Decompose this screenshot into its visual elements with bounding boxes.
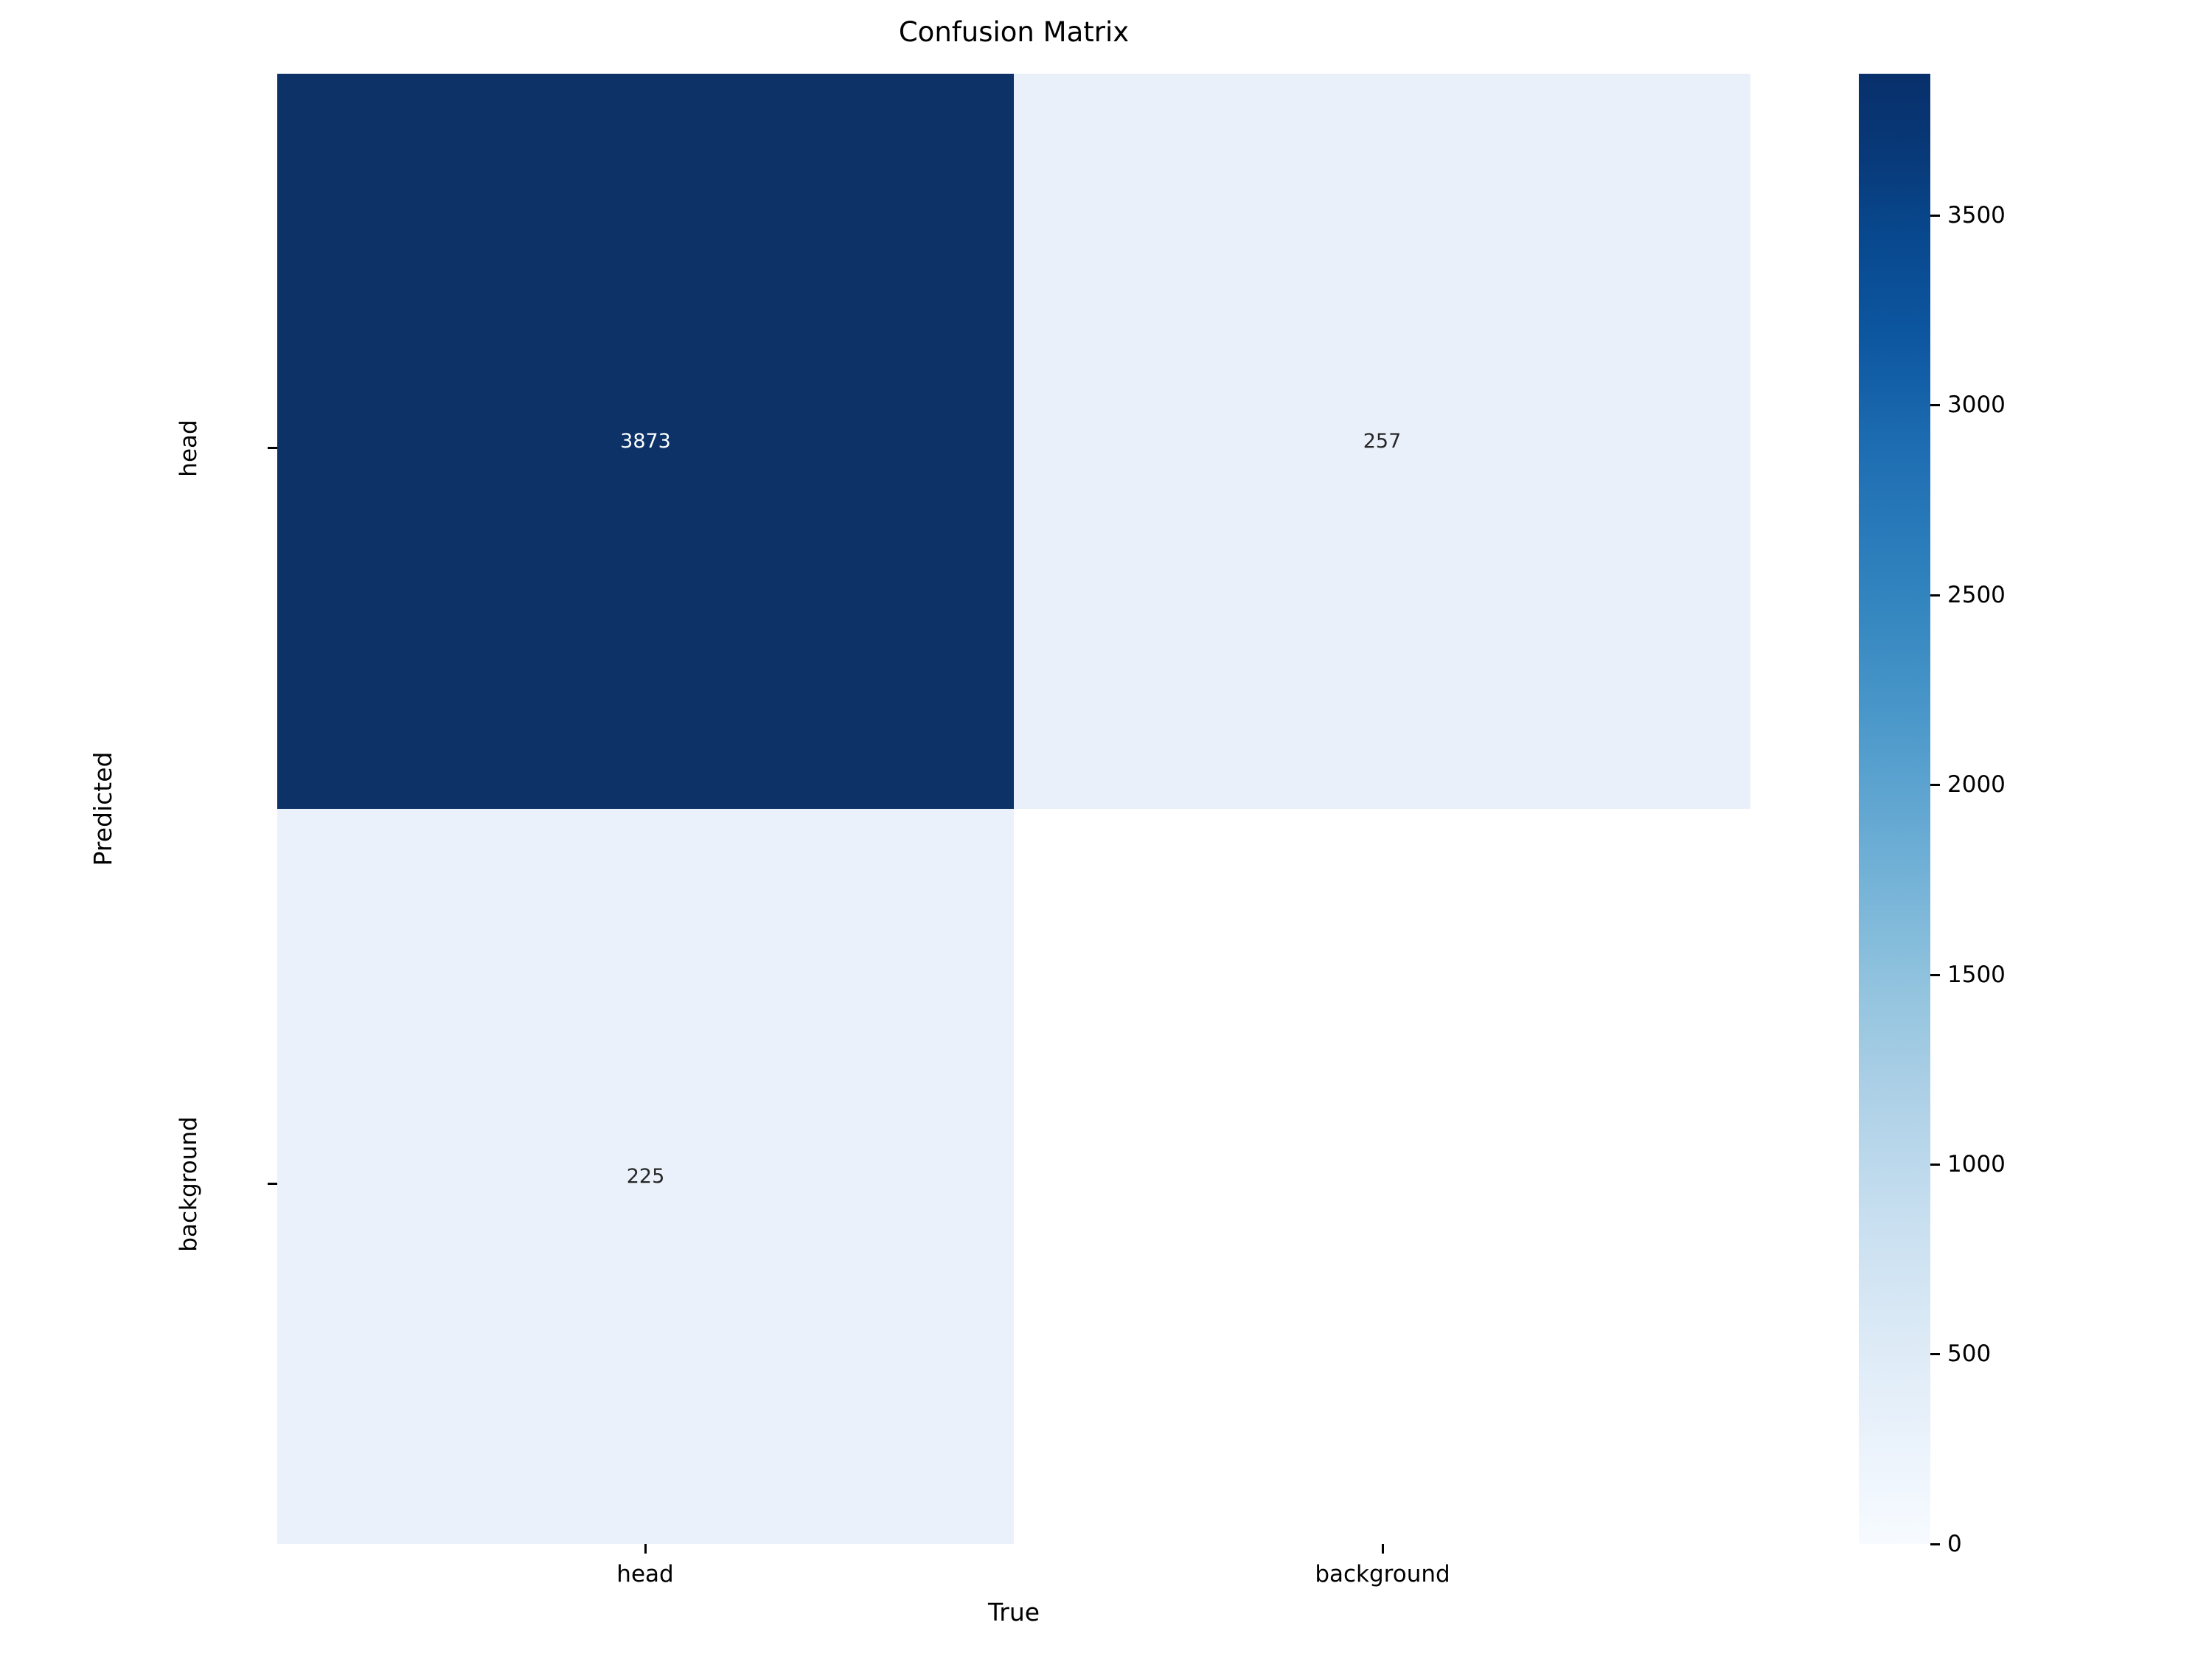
colorbar-tick-mark-500 [1930,1353,1940,1355]
colorbar-tick-mark-0 [1930,1543,1940,1545]
y-tick-label-background: background [175,1116,202,1252]
colorbar-tick-label-0: 0 [1947,1531,1962,1557]
heatmap-cell-background-head[interactable]: 225 [277,809,1014,1544]
x-axis-label: True [987,1598,1040,1627]
colorbar-tick-label-2500: 2500 [1947,582,2006,608]
heatmap-cell-value: 225 [626,1164,665,1188]
colorbar-tick-label-3000: 3000 [1947,392,2006,418]
x-tick-mark-background [1382,1544,1384,1554]
colorbar-tick-mark-3000 [1930,404,1940,406]
heatmap-cell-head-head[interactable]: 3873 [277,74,1014,809]
heatmap-cell-value: 3873 [620,429,671,453]
y-tick-mark-head [268,447,277,449]
colorbar-tick-label-2000: 2000 [1947,771,2006,798]
y-tick-mark-background [268,1183,277,1185]
y-tick-label-head: head [175,420,202,477]
colorbar-tick-label-1500: 1500 [1947,961,2006,988]
heatmap-grid: 3873 257 225 [277,74,1750,1544]
colorbar-tick-mark-1000 [1930,1164,1940,1166]
colorbar-tick-mark-1500 [1930,974,1940,976]
heatmap-cell-value: 257 [1363,429,1402,453]
x-tick-label-head: head [616,1561,674,1587]
colorbar-tick-label-500: 500 [1947,1340,1992,1367]
colorbar[interactable] [1859,74,1930,1544]
y-axis-label: Predicted [88,751,117,866]
colorbar-tick-mark-2000 [1930,784,1940,786]
x-tick-label-background: background [1315,1561,1450,1587]
heatmap-cell-background-background[interactable] [1014,809,1750,1544]
colorbar-tick-mark-3500 [1930,215,1940,217]
heatmap-cell-head-background[interactable]: 257 [1014,74,1750,809]
colorbar-tick-mark-2500 [1930,594,1940,597]
colorbar-tick-label-3500: 3500 [1947,202,2006,229]
x-tick-mark-head [644,1544,647,1554]
page-title: Confusion Matrix [898,16,1130,48]
colorbar-tick-label-1000: 1000 [1947,1151,2006,1178]
